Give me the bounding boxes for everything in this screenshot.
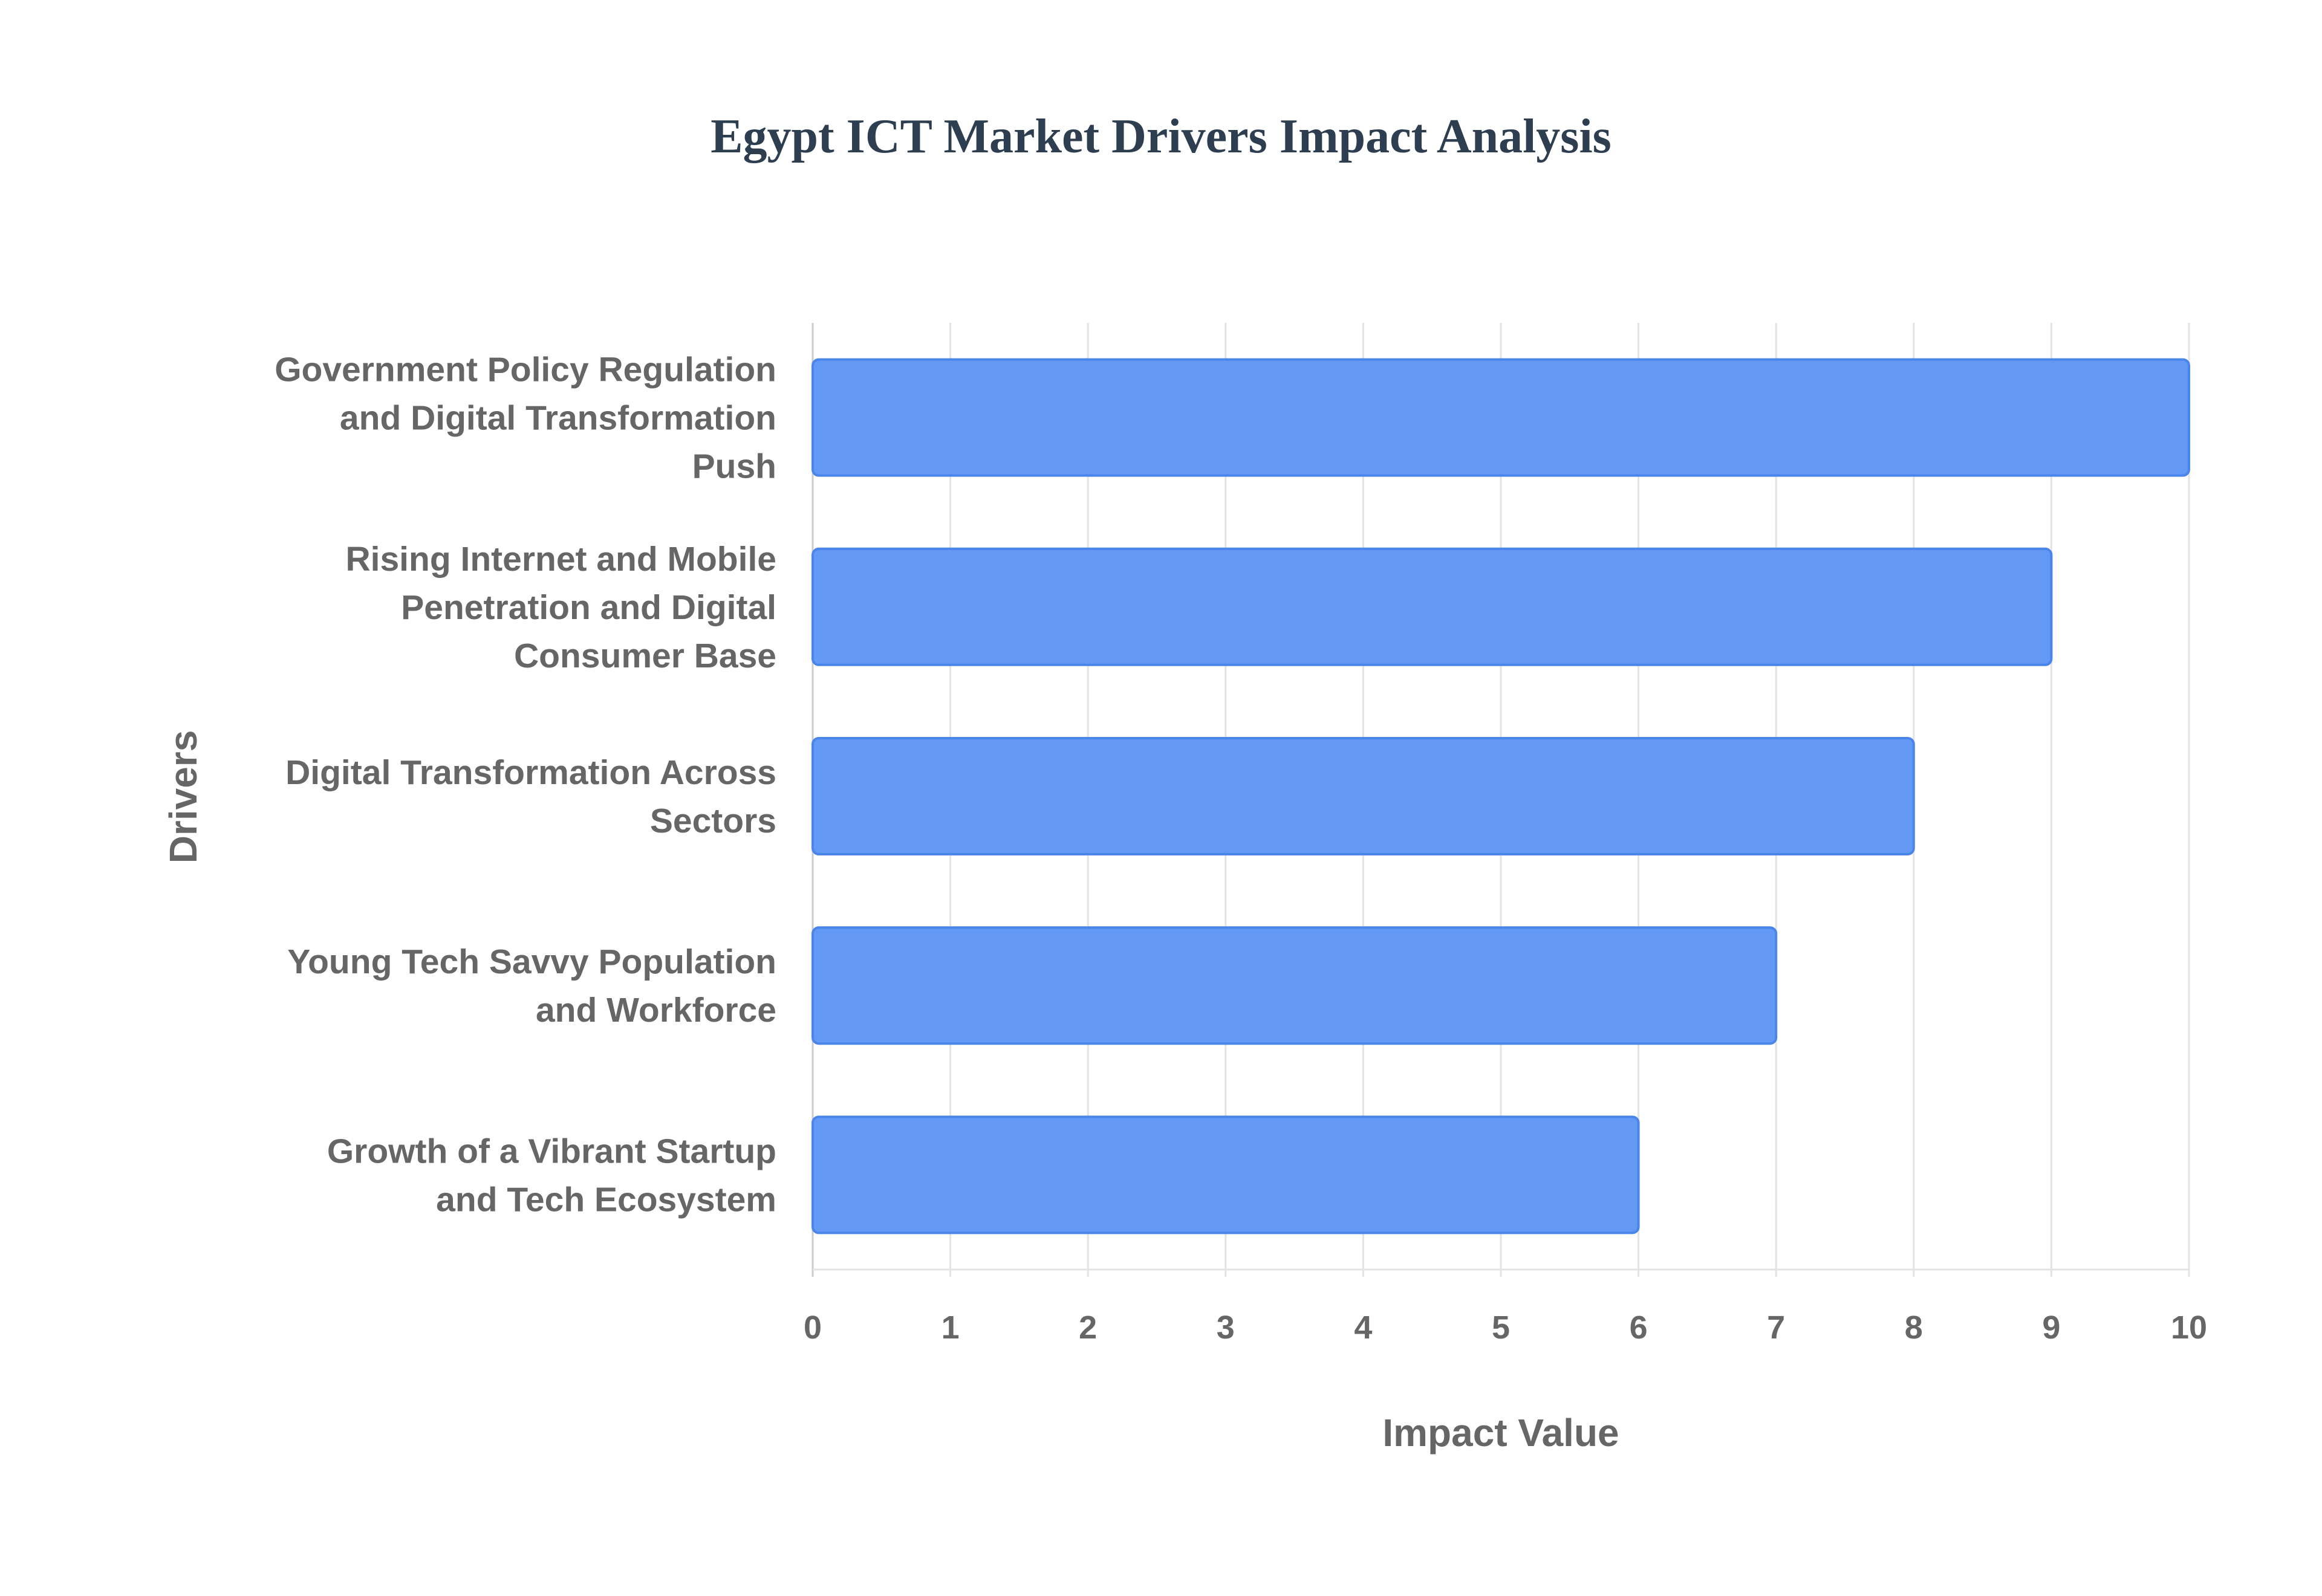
x-tick-label: 3 [1217, 1309, 1235, 1346]
bar [811, 737, 1915, 855]
x-tick-labels: 0 1 2 3 4 5 6 7 8 9 10 [804, 1309, 2207, 1346]
category-label: and Workforce [536, 991, 776, 1030]
category-label: Growth of a Vibrant Startup [327, 1132, 776, 1170]
bar [811, 358, 2190, 477]
chart-title: Egypt ICT Market Drivers Impact Analysis [711, 110, 1611, 163]
x-tick-label: 5 [1492, 1309, 1510, 1346]
category-label: Digital Transformation Across [285, 753, 776, 792]
category-label: and Tech Ecosystem [436, 1180, 776, 1219]
x-axis-title: Impact Value [1382, 1411, 1619, 1455]
bar [811, 1115, 1640, 1234]
bar [811, 547, 2053, 666]
category-labels: Government Policy Regulation and Digital … [275, 351, 776, 1219]
bars [811, 358, 2190, 1234]
category-label: Government Policy Regulation [275, 351, 776, 389]
y-axis-title: Drivers [161, 730, 205, 864]
category-label: Consumer Base [514, 637, 776, 675]
x-tick-label: 1 [941, 1309, 960, 1346]
x-tick-label: 2 [1079, 1309, 1097, 1346]
x-tick-label: 9 [2042, 1309, 2060, 1346]
category-label: Sectors [650, 802, 776, 840]
x-tick-label: 4 [1354, 1309, 1372, 1346]
x-tick-label: 7 [1767, 1309, 1785, 1346]
category-label: and Digital Transformation [340, 399, 776, 438]
category-label: Young Tech Savvy Population [287, 942, 776, 981]
category-label: Rising Internet and Mobile [345, 540, 776, 579]
category-label: Penetration and Digital [401, 588, 776, 627]
x-tick-label: 10 [2171, 1309, 2207, 1346]
category-label: Push [692, 447, 776, 486]
x-tick-label: 6 [1630, 1309, 1648, 1346]
bar [811, 926, 1778, 1045]
x-tick-label: 8 [1905, 1309, 1923, 1346]
x-tick-label: 0 [804, 1309, 822, 1346]
